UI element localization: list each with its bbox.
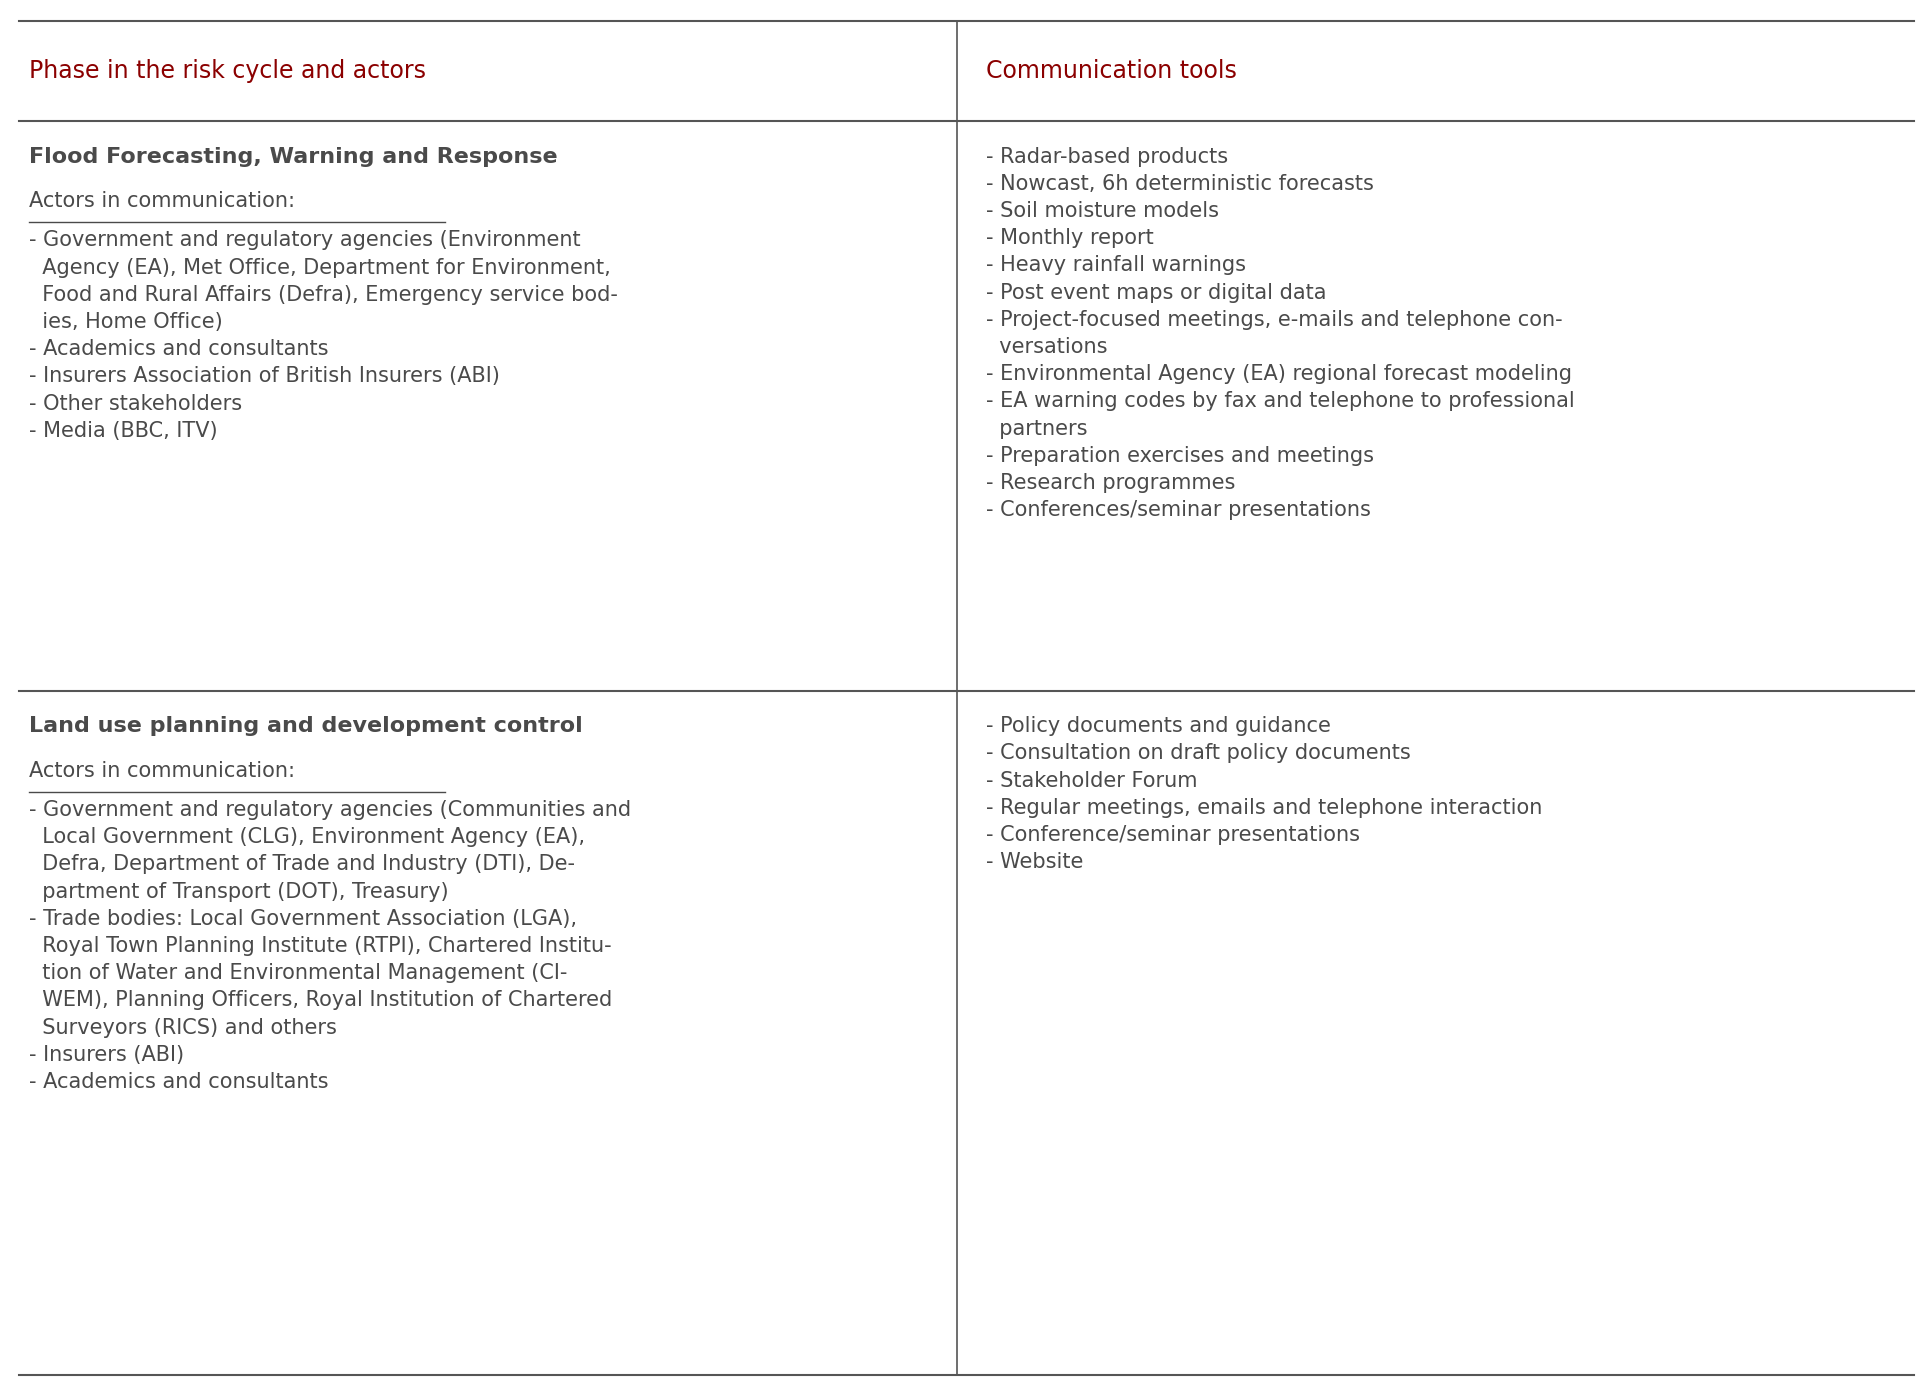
Text: Land use planning and development control: Land use planning and development contro… (29, 716, 582, 736)
Text: - Government and regulatory agencies (Communities and
  Local Government (CLG), : - Government and regulatory agencies (Co… (29, 800, 630, 1092)
Text: - Radar-based products
- Nowcast, 6h deterministic forecasts
- Soil moisture mod: - Radar-based products - Nowcast, 6h det… (985, 147, 1575, 521)
Text: Phase in the risk cycle and actors: Phase in the risk cycle and actors (29, 59, 425, 84)
Text: - Policy documents and guidance
- Consultation on draft policy documents
- Stake: - Policy documents and guidance - Consul… (985, 716, 1542, 872)
Text: Flood Forecasting, Warning and Response: Flood Forecasting, Warning and Response (29, 147, 556, 166)
Text: - Government and regulatory agencies (Environment
  Agency (EA), Met Office, Dep: - Government and regulatory agencies (En… (29, 230, 618, 441)
Text: Actors in communication:: Actors in communication: (29, 761, 296, 780)
Text: Communication tools: Communication tools (985, 59, 1236, 84)
Text: Actors in communication:: Actors in communication: (29, 191, 296, 211)
